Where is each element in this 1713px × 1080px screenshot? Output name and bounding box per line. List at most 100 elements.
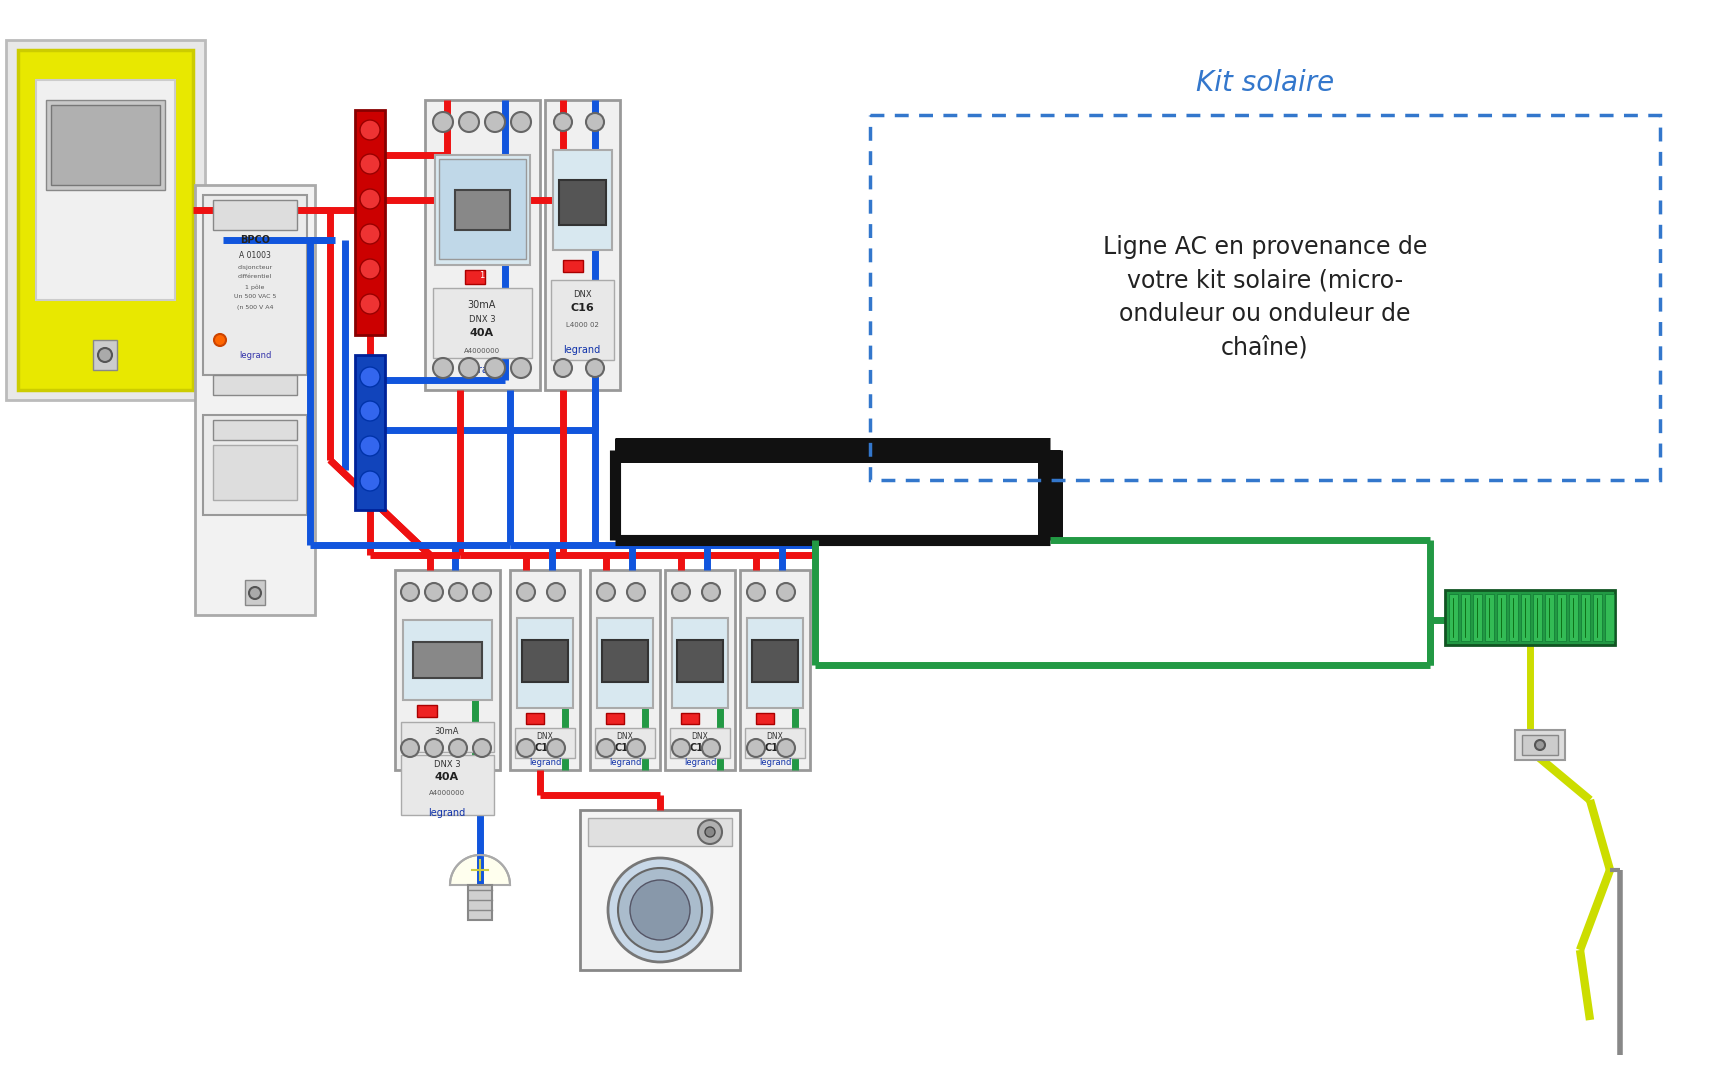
Circle shape xyxy=(706,827,714,837)
Bar xyxy=(1581,594,1590,642)
Circle shape xyxy=(553,113,572,131)
Text: 30mA: 30mA xyxy=(435,727,459,735)
Text: legrand: legrand xyxy=(608,758,641,767)
Circle shape xyxy=(546,583,565,600)
Bar xyxy=(1461,594,1470,642)
Bar xyxy=(671,618,728,708)
Circle shape xyxy=(697,820,721,843)
Bar xyxy=(1545,594,1554,642)
Circle shape xyxy=(586,359,605,377)
Circle shape xyxy=(360,401,380,421)
Bar xyxy=(558,180,606,225)
Circle shape xyxy=(449,583,468,600)
Text: C16: C16 xyxy=(690,743,711,753)
Bar xyxy=(1514,730,1566,760)
Bar xyxy=(516,728,576,758)
Text: legrand: legrand xyxy=(564,345,601,355)
Text: BPCO: BPCO xyxy=(240,235,271,245)
Circle shape xyxy=(459,357,480,378)
Circle shape xyxy=(608,858,713,962)
Text: L4000 02: L4000 02 xyxy=(565,322,598,328)
Text: legrand: legrand xyxy=(238,351,271,360)
Bar xyxy=(1557,594,1566,642)
Text: legrand: legrand xyxy=(529,758,562,767)
Circle shape xyxy=(360,367,380,387)
Circle shape xyxy=(473,739,492,757)
Bar xyxy=(1446,590,1615,645)
Bar xyxy=(355,110,385,335)
Text: A 01003: A 01003 xyxy=(240,251,271,259)
Circle shape xyxy=(627,583,646,600)
Text: DNX 3: DNX 3 xyxy=(433,760,461,769)
Circle shape xyxy=(360,471,380,491)
Bar xyxy=(1449,594,1458,642)
Circle shape xyxy=(214,334,226,346)
Bar xyxy=(1593,594,1602,642)
Bar xyxy=(747,618,803,708)
Bar xyxy=(552,280,613,360)
Circle shape xyxy=(401,583,420,600)
Text: A4000000: A4000000 xyxy=(464,348,500,354)
Text: 1: 1 xyxy=(480,270,485,280)
Bar xyxy=(510,570,581,770)
Text: disjoncteur: disjoncteur xyxy=(238,265,272,270)
Bar xyxy=(1521,594,1530,642)
Bar xyxy=(545,100,620,390)
Bar xyxy=(564,260,582,272)
Circle shape xyxy=(1535,740,1545,750)
Text: legrand: legrand xyxy=(759,758,791,767)
Bar xyxy=(355,355,385,510)
Bar xyxy=(755,713,774,724)
Bar xyxy=(1521,735,1559,755)
Circle shape xyxy=(360,259,380,279)
Text: legrand: legrand xyxy=(428,808,466,818)
Bar xyxy=(46,100,164,190)
Circle shape xyxy=(546,739,565,757)
Bar xyxy=(1569,594,1578,642)
Bar xyxy=(1473,594,1482,642)
Circle shape xyxy=(702,583,719,600)
Bar xyxy=(670,728,730,758)
Circle shape xyxy=(671,739,690,757)
Bar xyxy=(1509,594,1518,642)
Circle shape xyxy=(433,357,452,378)
Circle shape xyxy=(449,739,468,757)
Text: DNX 3: DNX 3 xyxy=(469,315,495,324)
Bar xyxy=(464,270,485,284)
Text: 40A: 40A xyxy=(435,772,459,782)
Bar xyxy=(416,705,437,717)
Circle shape xyxy=(778,739,795,757)
Bar xyxy=(745,728,805,758)
Bar xyxy=(212,445,296,500)
Circle shape xyxy=(778,583,795,600)
Circle shape xyxy=(360,189,380,210)
Circle shape xyxy=(517,739,534,757)
Text: DNX: DNX xyxy=(572,291,591,299)
Circle shape xyxy=(401,739,420,757)
Circle shape xyxy=(747,739,766,757)
Circle shape xyxy=(425,583,444,600)
Circle shape xyxy=(433,112,452,132)
Text: Kit solaire: Kit solaire xyxy=(1196,69,1334,97)
Bar xyxy=(553,150,612,249)
Bar xyxy=(204,195,307,375)
Bar xyxy=(212,375,296,395)
Bar xyxy=(589,570,660,770)
Circle shape xyxy=(586,113,605,131)
Bar xyxy=(401,755,493,815)
Bar xyxy=(433,288,533,357)
Circle shape xyxy=(747,583,766,600)
Bar xyxy=(1533,594,1542,642)
Circle shape xyxy=(671,583,690,600)
Bar xyxy=(1485,594,1494,642)
Bar xyxy=(588,818,731,846)
Bar xyxy=(204,415,307,515)
Bar xyxy=(7,40,206,400)
Bar xyxy=(195,185,315,615)
Circle shape xyxy=(473,583,492,600)
Circle shape xyxy=(510,112,531,132)
Text: C16: C16 xyxy=(615,743,636,753)
Circle shape xyxy=(627,739,646,757)
Bar xyxy=(19,50,194,390)
Polygon shape xyxy=(451,855,510,885)
